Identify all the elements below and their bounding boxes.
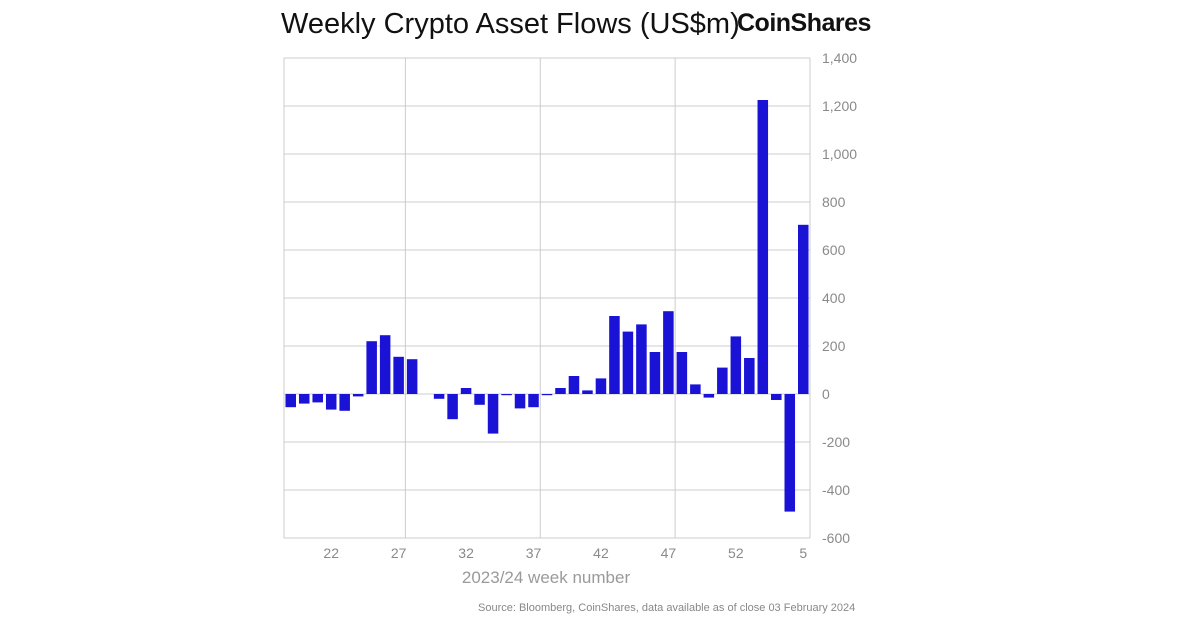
x-tick-label: 37 [526,545,542,561]
bar [325,394,337,410]
bar [784,394,796,512]
y-tick-label: 800 [822,194,846,210]
brand-logo: CoinShares [737,9,871,37]
bar [298,394,310,404]
bar [595,378,607,394]
bar [568,376,580,394]
bar [285,394,296,408]
bar [703,394,715,398]
x-tick-label: 22 [323,545,339,561]
y-tick-label: -200 [822,434,850,450]
y-tick-label: 1,200 [822,98,857,114]
bar [649,352,661,394]
y-tick-label: 400 [822,290,846,306]
bar [514,394,526,409]
bar [501,394,512,396]
bar [379,335,391,394]
bar [676,352,688,394]
bar [744,358,755,394]
y-tick-label: -400 [822,482,850,498]
bar [690,384,701,394]
y-tick-label: 200 [822,338,846,354]
bar [757,100,769,394]
x-tick-label: 32 [458,545,474,561]
y-tick-label: 1,000 [822,146,857,162]
x-tick-label: 47 [661,545,677,561]
bar [663,311,674,394]
bar [312,394,323,403]
bar [447,394,458,420]
bar [366,341,377,394]
source-note: Source: Bloomberg, CoinShares, data avai… [478,602,856,614]
x-tick-label: 42 [593,545,609,561]
bar [406,359,418,394]
bar [609,316,620,394]
chart-title: Weekly Crypto Asset Flows (US$m) [281,8,740,40]
bar [393,356,404,394]
bar [474,394,485,405]
bar [636,324,647,394]
x-tick-label: 27 [391,545,407,561]
bar [352,394,364,397]
x-axis-label: 2023/24 week number [462,568,631,587]
y-tick-label: 0 [822,386,830,402]
bar [433,394,445,399]
gridlines [283,57,811,539]
bars [285,100,809,512]
bar [339,394,350,411]
bar [730,336,742,394]
bar [798,224,809,394]
bar [541,394,553,396]
y-tick-label: 600 [822,242,846,258]
bar [460,388,472,394]
bar [528,394,539,408]
bar [487,394,499,434]
x-tick-label: 5 [799,545,807,561]
bar [771,394,782,400]
bar [555,388,566,394]
bar [582,390,593,394]
bar [717,367,728,394]
x-tick-label: 52 [728,545,744,561]
y-tick-label: -600 [822,530,850,546]
bar [622,331,634,394]
axes: 1,400 1,200 1,000 800 600 400 200 0 -200 -400 -600… [323,50,857,561]
y-tick-label: 1,400 [822,50,857,66]
